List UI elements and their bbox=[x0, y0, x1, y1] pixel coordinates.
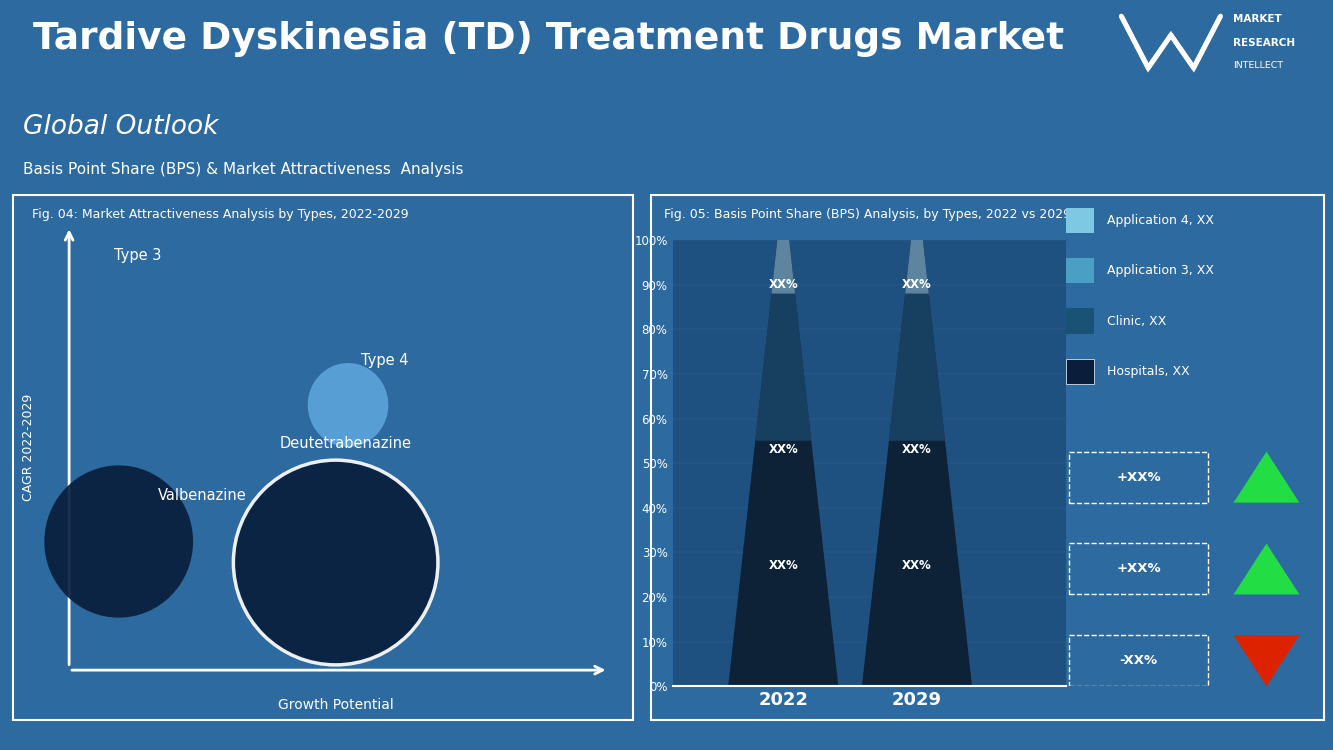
Text: Application 3, XX: Application 3, XX bbox=[1106, 264, 1214, 277]
Ellipse shape bbox=[308, 363, 388, 447]
Text: Type 3: Type 3 bbox=[113, 248, 161, 263]
Text: Hospitals, XX: Hospitals, XX bbox=[1106, 365, 1189, 378]
Text: Basis Point Share (BPS) & Market Attractiveness  Analysis: Basis Point Share (BPS) & Market Attract… bbox=[24, 162, 464, 177]
Bar bbox=[1066, 308, 1094, 334]
Text: Fig. 04: Market Attractiveness Analysis by Types, 2022-2029: Fig. 04: Market Attractiveness Analysis … bbox=[32, 208, 408, 221]
Text: Fig. 05: Basis Point Share (BPS) Analysis, by Types, 2022 vs 2029: Fig. 05: Basis Point Share (BPS) Analysi… bbox=[664, 208, 1070, 221]
Polygon shape bbox=[889, 240, 945, 441]
Text: Application 4, XX: Application 4, XX bbox=[1106, 214, 1214, 226]
Polygon shape bbox=[756, 240, 812, 441]
Text: CAGR 2022-2029: CAGR 2022-2029 bbox=[23, 393, 36, 501]
Text: XX%: XX% bbox=[902, 560, 932, 572]
Text: INTELLECT: INTELLECT bbox=[1233, 61, 1284, 70]
Polygon shape bbox=[1233, 635, 1300, 686]
Text: Growth Potential: Growth Potential bbox=[277, 698, 393, 712]
Text: XX%: XX% bbox=[902, 443, 932, 456]
Text: +XX%: +XX% bbox=[1116, 562, 1161, 575]
Bar bbox=[1066, 358, 1094, 384]
Polygon shape bbox=[772, 240, 794, 293]
Polygon shape bbox=[905, 240, 929, 293]
Text: XX%: XX% bbox=[768, 278, 798, 291]
Text: XX%: XX% bbox=[768, 560, 798, 572]
Polygon shape bbox=[1233, 452, 1300, 503]
Text: Clinic, XX: Clinic, XX bbox=[1106, 314, 1166, 328]
Text: MARKET: MARKET bbox=[1233, 14, 1281, 25]
Ellipse shape bbox=[79, 277, 196, 398]
Text: Tardive Dyskinesia (TD) Treatment Drugs Market: Tardive Dyskinesia (TD) Treatment Drugs … bbox=[33, 21, 1065, 57]
Polygon shape bbox=[862, 240, 972, 686]
Text: +XX%: +XX% bbox=[1116, 471, 1161, 484]
Text: XX%: XX% bbox=[902, 278, 932, 291]
Bar bbox=[1066, 208, 1094, 232]
Text: Deutetrabenazine: Deutetrabenazine bbox=[280, 436, 412, 451]
Text: XX%: XX% bbox=[768, 443, 798, 456]
Polygon shape bbox=[728, 240, 838, 686]
Text: Global Outlook: Global Outlook bbox=[24, 114, 219, 140]
Text: -XX%: -XX% bbox=[1120, 654, 1157, 668]
Text: Valbenazine: Valbenazine bbox=[159, 488, 247, 503]
Bar bbox=[1066, 258, 1094, 284]
Text: RESEARCH: RESEARCH bbox=[1233, 38, 1296, 48]
Ellipse shape bbox=[233, 460, 439, 665]
Polygon shape bbox=[1233, 544, 1300, 595]
Text: Type 4: Type 4 bbox=[361, 353, 409, 368]
Ellipse shape bbox=[44, 465, 193, 618]
